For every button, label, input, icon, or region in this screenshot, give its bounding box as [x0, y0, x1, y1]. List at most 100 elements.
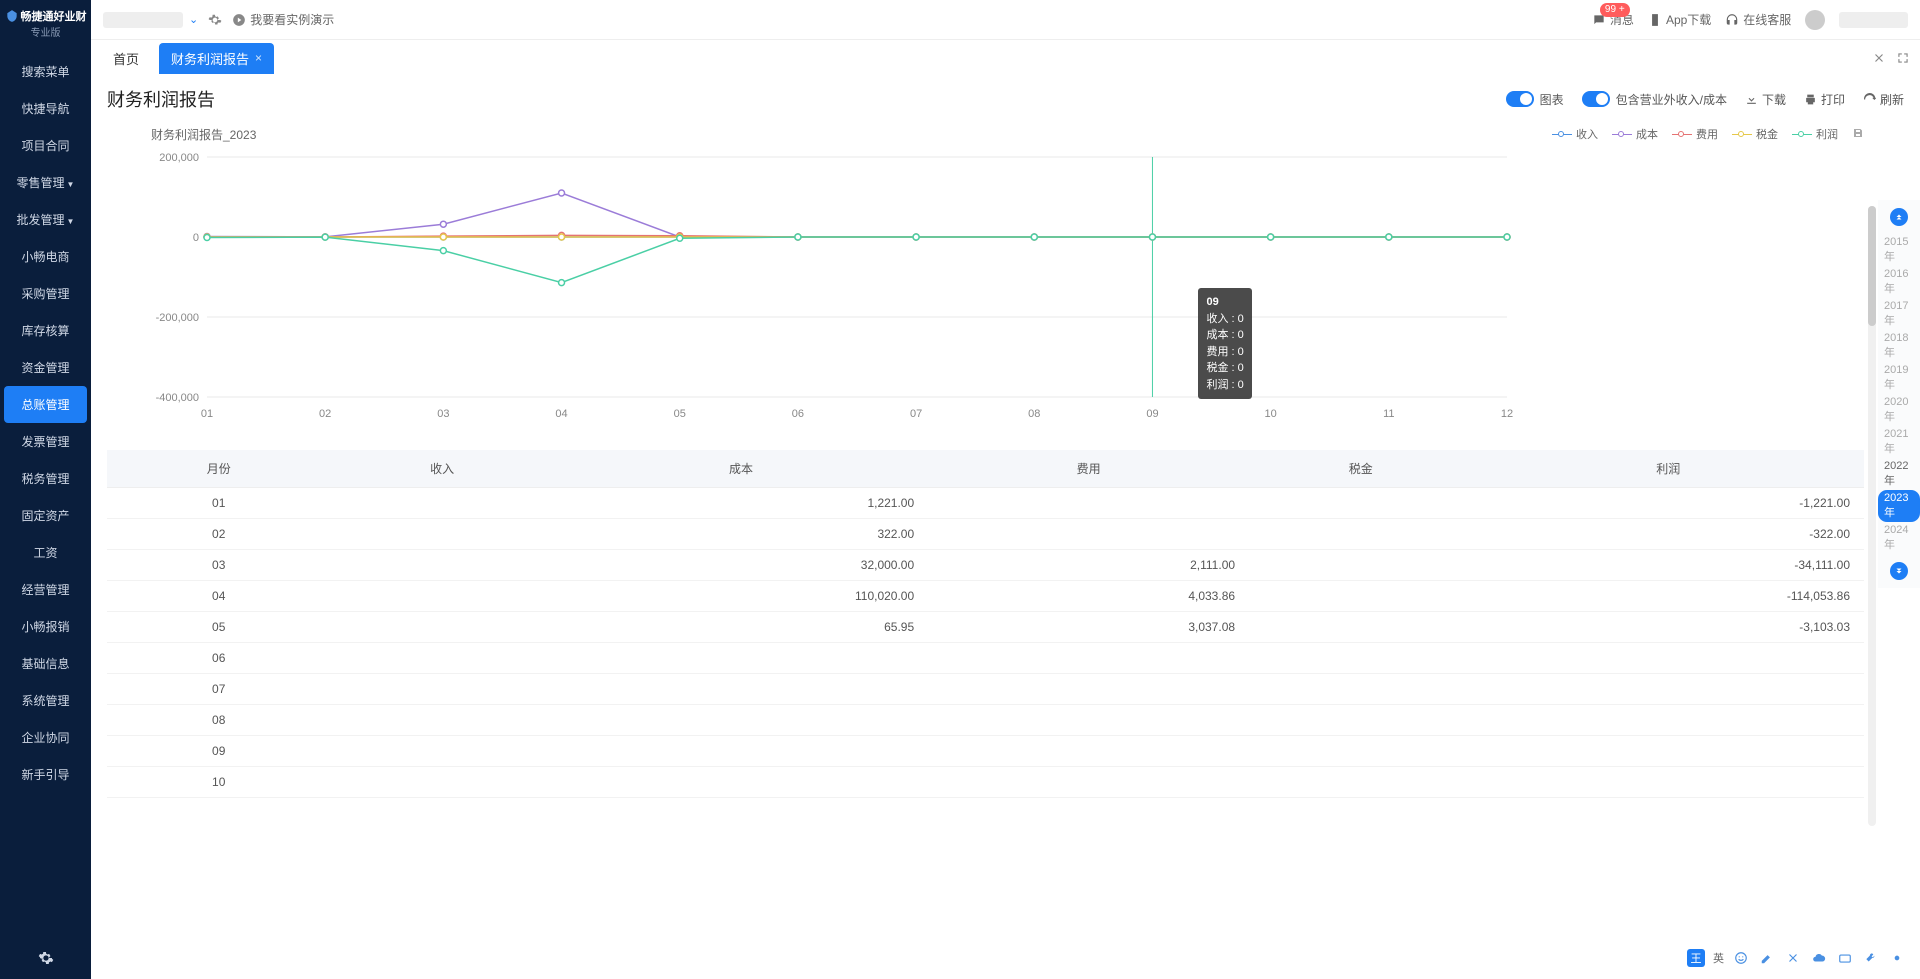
topbar: XXXXXX ⌄ 我要看实例演示 消息 99 + App下载	[91, 0, 1920, 40]
ime-toolbar: 王 英	[1683, 947, 1910, 969]
sidebar-item-18[interactable]: 企业协同	[0, 719, 91, 756]
year-2018年[interactable]: 2018年	[1878, 330, 1920, 362]
app-download-button[interactable]: App下载	[1648, 11, 1711, 28]
ime-tools-icon[interactable]	[1862, 949, 1880, 967]
user-name: XXXXX	[1839, 12, 1908, 28]
table-row: 011,221.00-1,221.00	[107, 488, 1864, 519]
brand-logo: 畅捷通好业财 专业版	[0, 0, 91, 43]
sidebar-item-4[interactable]: 批发管理▼	[0, 201, 91, 238]
sidebar-item-8[interactable]: 资金管理	[0, 349, 91, 386]
headset-icon	[1725, 13, 1739, 27]
year-selector: 2015年2016年2017年2018年2019年2020年2021年2022年…	[1878, 200, 1920, 588]
table-row: 10	[107, 767, 1864, 798]
year-2023年[interactable]: 2023年	[1878, 490, 1920, 522]
sidebar-item-7[interactable]: 库存核算	[0, 312, 91, 349]
year-2017年[interactable]: 2017年	[1878, 298, 1920, 330]
sidebar-item-2[interactable]: 项目合同	[0, 127, 91, 164]
sidebar-item-12[interactable]: 固定资产	[0, 497, 91, 534]
chevron-down-icon: ⌄	[189, 13, 198, 26]
col-3: 费用	[928, 450, 1249, 488]
legend-item-费用[interactable]: 费用	[1672, 126, 1718, 142]
avatar[interactable]	[1805, 10, 1825, 30]
collapse-tabs-icon[interactable]	[1872, 51, 1886, 65]
org-selector[interactable]: XXXXXX ⌄	[103, 12, 198, 28]
sidebar-item-6[interactable]: 采购管理	[0, 275, 91, 312]
ime-logo-icon[interactable]: 王	[1687, 949, 1705, 967]
refresh-icon	[1863, 93, 1876, 106]
print-button[interactable]: 打印	[1804, 91, 1845, 108]
svg-text:05: 05	[674, 408, 686, 420]
svg-text:11: 11	[1383, 408, 1394, 420]
tab-close-icon[interactable]: ×	[255, 51, 262, 65]
sidebar-item-16[interactable]: 基础信息	[0, 645, 91, 682]
sidebar-item-13[interactable]: 工资	[0, 534, 91, 571]
ime-keyboard-icon[interactable]	[1836, 949, 1854, 967]
sidebar-item-9[interactable]: 总账管理	[4, 386, 87, 423]
col-0: 月份	[107, 450, 330, 488]
year-2021年[interactable]: 2021年	[1878, 426, 1920, 458]
brand-edition: 专业版	[4, 24, 87, 39]
tab-home[interactable]: 首页	[101, 43, 151, 74]
scrollbar[interactable]	[1868, 206, 1876, 826]
profit-table: 月份收入成本费用税金利润 011,221.00-1,221.0002322.00…	[107, 450, 1864, 798]
message-badge: 99 +	[1600, 3, 1630, 17]
tab-report[interactable]: 财务利润报告 ×	[159, 43, 274, 74]
org-settings-icon[interactable]	[208, 13, 222, 27]
download-button[interactable]: 下载	[1745, 91, 1786, 108]
table-row: 08	[107, 705, 1864, 736]
svg-text:0: 0	[193, 232, 199, 244]
legend-item-收入[interactable]: 收入	[1552, 126, 1598, 142]
year-2016年[interactable]: 2016年	[1878, 266, 1920, 298]
download-icon	[1648, 13, 1662, 27]
table-row: 02322.00-322.00	[107, 519, 1864, 550]
table-row: 0565.953,037.08-3,103.03	[107, 612, 1864, 643]
table-row: 09	[107, 736, 1864, 767]
legend-item-税金[interactable]: 税金	[1732, 126, 1778, 142]
chart-save-icon[interactable]	[1852, 127, 1864, 142]
toggle-chart[interactable]	[1506, 91, 1534, 107]
svg-text:12: 12	[1501, 408, 1513, 420]
year-2015年[interactable]: 2015年	[1878, 234, 1920, 266]
sidebar-item-14[interactable]: 经营管理	[0, 571, 91, 608]
sidebar-item-19[interactable]: 新手引导	[0, 756, 91, 793]
toggle-extra-income[interactable]	[1582, 91, 1610, 107]
sidebar-item-0[interactable]: 搜索菜单	[0, 53, 91, 90]
svg-text:02: 02	[319, 408, 331, 420]
sidebar-item-5[interactable]: 小畅电商	[0, 238, 91, 275]
sidebar-item-11[interactable]: 税务管理	[0, 460, 91, 497]
ime-lang[interactable]: 英	[1713, 950, 1724, 966]
tabs-bar: 首页 财务利润报告 ×	[91, 40, 1920, 76]
year-2019年[interactable]: 2019年	[1878, 362, 1920, 394]
messages-button[interactable]: 消息 99 +	[1592, 11, 1634, 28]
sidebar-item-1[interactable]: 快捷导航	[0, 90, 91, 127]
settings-icon[interactable]	[38, 950, 54, 966]
year-2020年[interactable]: 2020年	[1878, 394, 1920, 426]
sidebar-item-17[interactable]: 系统管理	[0, 682, 91, 719]
year-down-button[interactable]	[1890, 562, 1908, 580]
year-2022年[interactable]: 2022年	[1878, 458, 1920, 490]
chart-canvas[interactable]: -400,000-200,0000200,0000102030405060708…	[147, 147, 1527, 427]
col-5: 利润	[1472, 450, 1864, 488]
sidebar-item-3[interactable]: 零售管理▼	[0, 164, 91, 201]
ime-smile-icon[interactable]	[1732, 949, 1750, 967]
svg-text:-400,000: -400,000	[156, 392, 199, 404]
ime-scissors-icon[interactable]	[1784, 949, 1802, 967]
legend-item-利润[interactable]: 利润	[1792, 126, 1838, 142]
ime-settings-icon[interactable]	[1888, 949, 1906, 967]
svg-text:03: 03	[437, 408, 449, 420]
ime-cloud-icon[interactable]	[1810, 949, 1828, 967]
year-up-button[interactable]	[1890, 208, 1908, 226]
profit-chart: 财务利润报告_2023 收入成本费用税金利润 -400,000-200,0000…	[147, 126, 1904, 430]
customer-service-button[interactable]: 在线客服	[1725, 11, 1791, 28]
ime-edit-icon[interactable]	[1758, 949, 1776, 967]
refresh-button[interactable]: 刷新	[1863, 91, 1904, 108]
svg-text:200,000: 200,000	[159, 152, 199, 164]
demo-link[interactable]: 我要看实例演示	[232, 11, 334, 28]
table-row: 0332,000.002,111.00-34,111.00	[107, 550, 1864, 581]
fullscreen-icon[interactable]	[1896, 51, 1910, 65]
chart-tooltip: 09收入 : 0成本 : 0费用 : 0税金 : 0利润 : 0	[1198, 288, 1251, 399]
sidebar-item-15[interactable]: 小畅报销	[0, 608, 91, 645]
legend-item-成本[interactable]: 成本	[1612, 126, 1658, 142]
year-2024年[interactable]: 2024年	[1878, 522, 1920, 554]
sidebar-item-10[interactable]: 发票管理	[0, 423, 91, 460]
